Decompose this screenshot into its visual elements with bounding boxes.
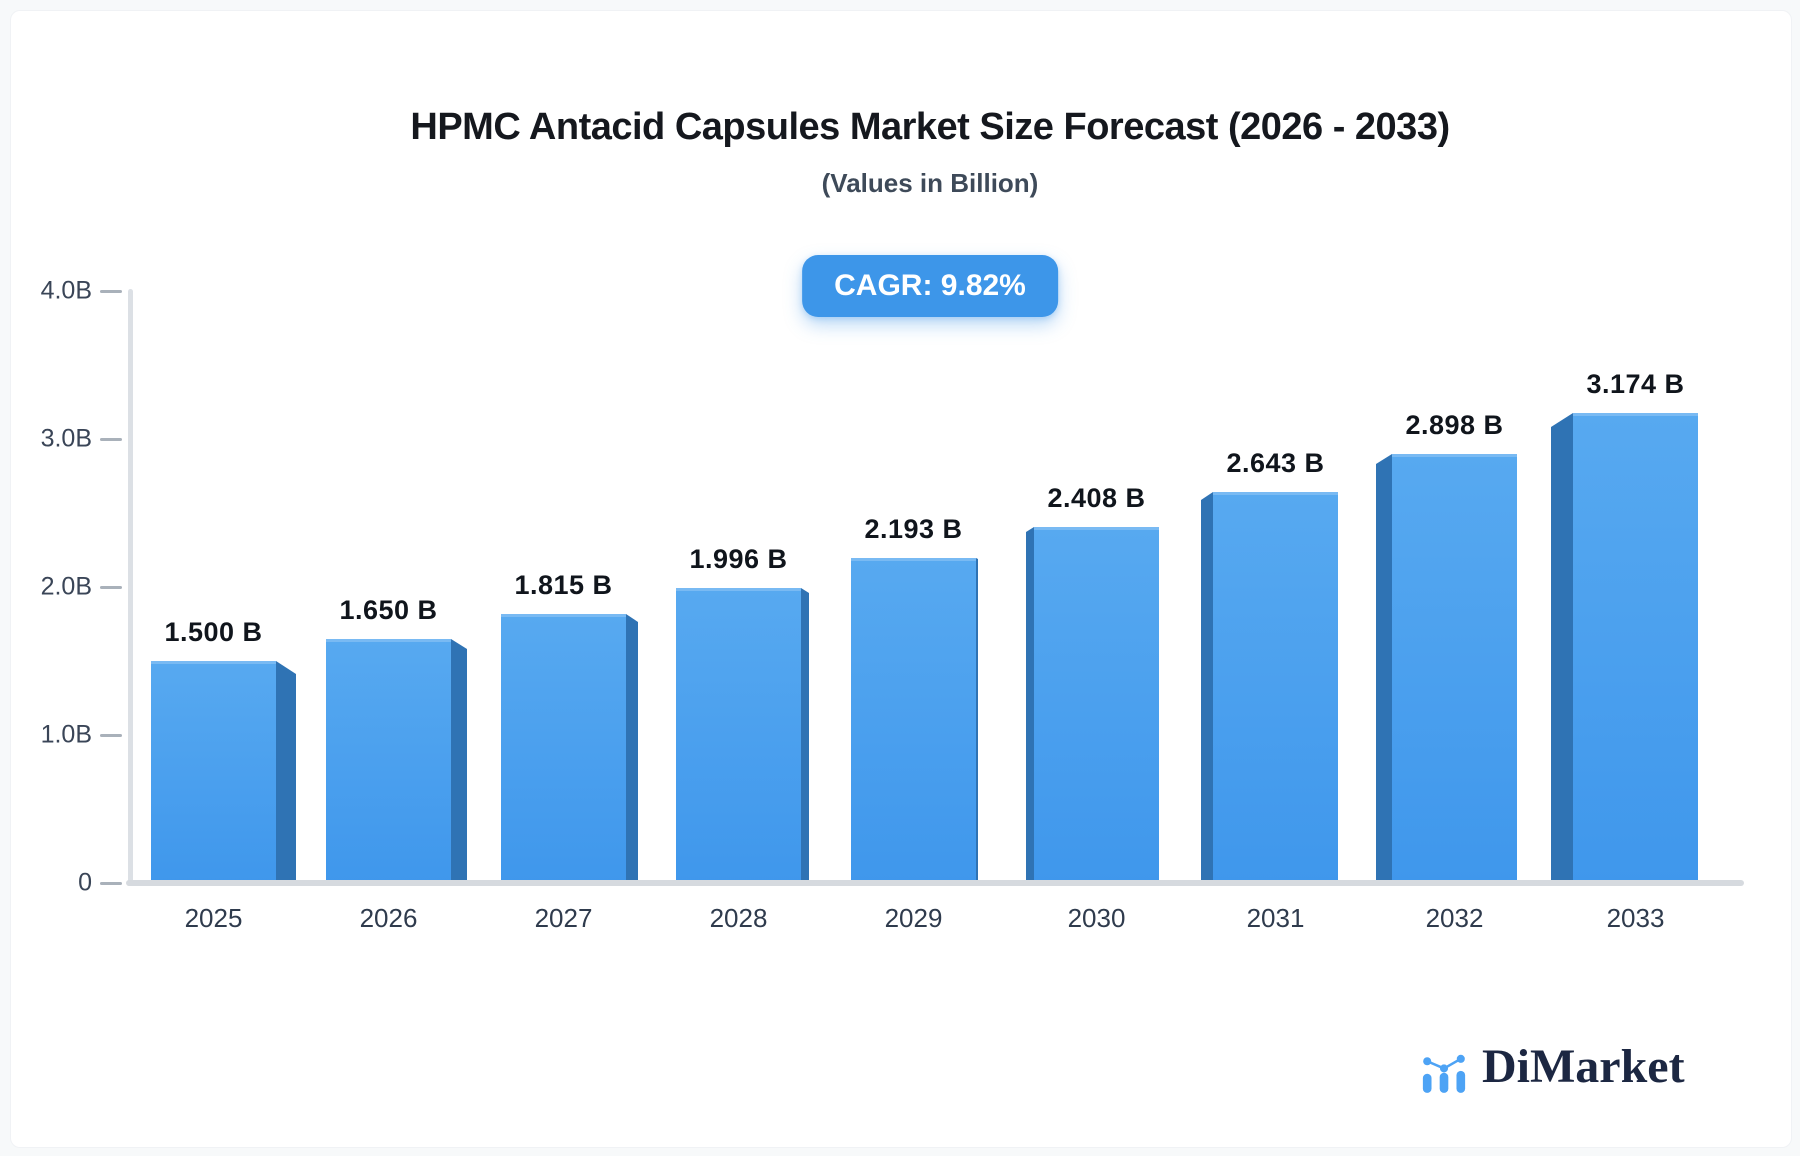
y-axis-line bbox=[128, 289, 133, 884]
bar-value-label: 2.898 B bbox=[1405, 410, 1504, 440]
bar-side-face bbox=[626, 614, 638, 883]
bar-side-face bbox=[1376, 454, 1392, 883]
x-axis-label-2026: 2026 bbox=[359, 903, 418, 933]
x-axis-label-2025: 2025 bbox=[184, 903, 243, 933]
bar-value-label: 2.643 B bbox=[1226, 448, 1325, 478]
bar-side-face bbox=[976, 558, 978, 883]
bar-front-face bbox=[676, 588, 801, 883]
y-axis-tick-dash bbox=[100, 585, 122, 589]
y-axis-tick-dash bbox=[100, 289, 122, 293]
x-axis-baseline bbox=[126, 880, 1744, 886]
bar-value-label: 1.996 B bbox=[689, 544, 788, 574]
bar-value-label: 1.500 B bbox=[164, 617, 263, 647]
bar-side-face bbox=[276, 661, 296, 883]
x-axis-label-2029: 2029 bbox=[884, 903, 943, 933]
dimarket-logo: DiMarket bbox=[1420, 1040, 1685, 1094]
y-axis-tick-label: 3.0B bbox=[40, 424, 92, 453]
bar-side-face bbox=[801, 588, 809, 883]
bar-side-face bbox=[1026, 527, 1034, 883]
chart-subtitle: (Values in Billion) bbox=[821, 168, 1039, 198]
bar-front-face bbox=[1573, 413, 1698, 883]
bar-front-face bbox=[1034, 527, 1159, 883]
bar-front-face bbox=[1392, 454, 1517, 883]
chart-title: HPMC Antacid Capsules Market Size Foreca… bbox=[410, 106, 1450, 148]
bar-value-label: 1.815 B bbox=[514, 570, 613, 600]
logo-text: DiMarket bbox=[1482, 1040, 1685, 1094]
x-axis-label-2028: 2028 bbox=[709, 903, 768, 933]
bar-front-face bbox=[1213, 492, 1338, 883]
bar-side-face bbox=[451, 639, 467, 883]
bar-value-label: 1.650 B bbox=[339, 595, 438, 625]
bar-front-face bbox=[501, 614, 626, 883]
x-axis-label-2031: 2031 bbox=[1246, 903, 1305, 933]
x-axis-label-2032: 2032 bbox=[1425, 903, 1484, 933]
y-axis-tick-dash bbox=[100, 437, 122, 441]
x-axis-label-2027: 2027 bbox=[534, 903, 593, 933]
bar-front-face bbox=[851, 558, 976, 883]
bar-front-face bbox=[326, 639, 451, 883]
y-axis-tick-label: 2.0B bbox=[40, 572, 92, 601]
bar-front-face bbox=[151, 661, 276, 883]
y-axis-tick-label: 4.0B bbox=[40, 276, 92, 305]
bar-value-label: 2.408 B bbox=[1047, 483, 1146, 513]
bar-value-label: 3.174 B bbox=[1586, 369, 1685, 399]
bar-side-face bbox=[1201, 492, 1213, 883]
y-axis-tick-label: 0 bbox=[78, 868, 92, 897]
bar-value-label: 2.193 B bbox=[864, 514, 963, 544]
cagr-badge: CAGR: 9.82% bbox=[802, 255, 1058, 317]
bar-chart-logo-icon bbox=[1422, 1054, 1466, 1093]
y-axis-tick-label: 1.0B bbox=[40, 720, 92, 749]
y-axis-tick-dash bbox=[100, 881, 122, 885]
x-axis-label-2033: 2033 bbox=[1606, 903, 1665, 933]
y-axis-tick-dash bbox=[100, 733, 122, 737]
bar-side-face bbox=[1551, 413, 1573, 883]
x-axis-label-2030: 2030 bbox=[1067, 903, 1126, 933]
